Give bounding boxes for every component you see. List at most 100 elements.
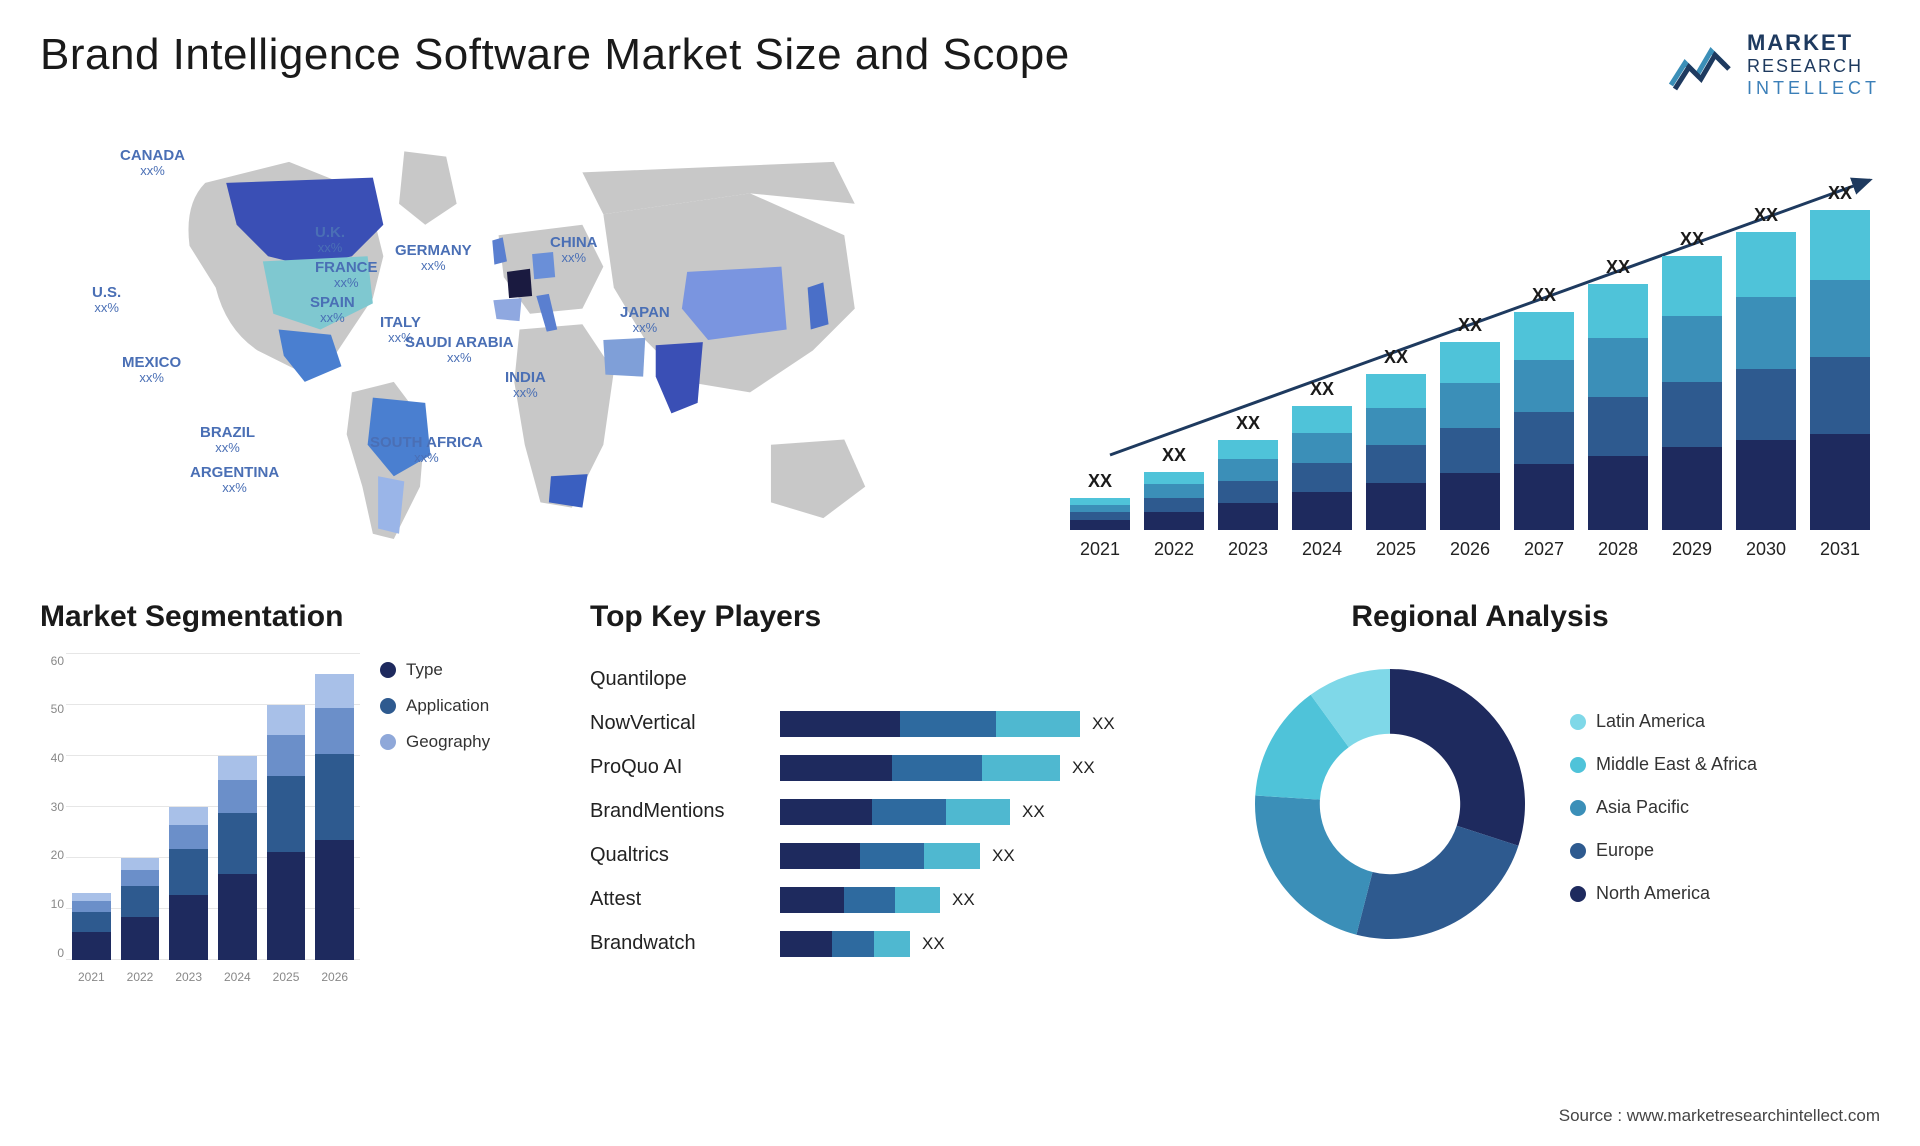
seg-seg: [121, 917, 160, 960]
trend-seg: [1662, 382, 1722, 448]
trend-seg: [1292, 463, 1352, 493]
trend-seg: [1514, 360, 1574, 412]
map-label-saudi-arabia: SAUDI ARABIAxx%: [405, 335, 514, 366]
trend-bar-2024: XX: [1292, 379, 1352, 530]
legend-label: Geography: [406, 732, 490, 752]
seg-y-tick: 10: [40, 897, 64, 911]
map-label-u-s-: U.S.xx%: [92, 285, 121, 316]
trend-seg: [1292, 406, 1352, 433]
trend-seg: [1440, 473, 1500, 529]
key-players-bars: XXXXXXXXXXXX: [780, 654, 1210, 966]
kp-seg: [996, 711, 1080, 737]
world-map: [40, 120, 1020, 560]
seg-seg: [315, 840, 354, 960]
kp-row: XX: [780, 922, 1210, 966]
seg-bar-2022: [121, 858, 160, 960]
segmentation-chart: 6050403020100 202120222023202420252026: [40, 654, 360, 984]
seg-legend-item: Geography: [380, 732, 490, 752]
kp-name: NowVertical: [590, 702, 760, 746]
kp-name: BrandMentions: [590, 790, 760, 834]
seg-seg: [72, 912, 111, 932]
seg-bar-2026: [315, 674, 354, 960]
source-footer: Source : www.marketresearchintellect.com: [1559, 1106, 1880, 1126]
trend-bar-2031: XX: [1810, 183, 1870, 530]
kp-name: Brandwatch: [590, 922, 760, 966]
logo-line3: INTELLECT: [1747, 78, 1880, 100]
kp-seg: [780, 931, 832, 957]
trend-seg: [1218, 440, 1278, 460]
trend-bar-2029: XX: [1662, 229, 1722, 530]
seg-x-label: 2022: [121, 970, 160, 984]
legend-dot: [1570, 886, 1586, 902]
seg-bar-2023: [169, 807, 208, 960]
trend-seg: [1810, 357, 1870, 434]
seg-seg: [169, 825, 208, 849]
logo-line1: MARKET: [1747, 30, 1880, 56]
seg-x-label: 2024: [218, 970, 257, 984]
seg-bar-2024: [218, 756, 257, 960]
trend-seg: [1218, 459, 1278, 481]
map-label-mexico: MEXICOxx%: [122, 355, 181, 386]
trend-seg: [1144, 484, 1204, 498]
kp-seg: [780, 843, 860, 869]
trend-bar-2028: XX: [1588, 257, 1648, 530]
reg-legend-item: Latin America: [1570, 711, 1757, 732]
seg-seg: [267, 776, 306, 853]
seg-seg: [169, 895, 208, 959]
seg-y-tick: 20: [40, 848, 64, 862]
seg-legend-item: Type: [380, 660, 490, 680]
seg-seg: [267, 735, 306, 776]
trend-x-label: 2024: [1292, 539, 1352, 560]
seg-seg: [315, 674, 354, 708]
header: Brand Intelligence Software Market Size …: [40, 30, 1880, 100]
seg-x-label: 2023: [169, 970, 208, 984]
kp-value: XX: [952, 890, 975, 910]
seg-x-label: 2025: [267, 970, 306, 984]
map-label-india: INDIAxx%: [505, 370, 546, 401]
kp-seg: [780, 799, 872, 825]
trend-bar-2025: XX: [1366, 347, 1426, 530]
trend-seg: [1588, 456, 1648, 530]
kp-seg: [892, 755, 982, 781]
trend-value-label: XX: [1458, 315, 1482, 336]
seg-seg: [72, 932, 111, 960]
seg-seg: [121, 870, 160, 886]
legend-label: Latin America: [1596, 711, 1705, 732]
kp-row: XX: [780, 702, 1210, 746]
trend-seg: [1366, 483, 1426, 530]
page-title: Brand Intelligence Software Market Size …: [40, 30, 1070, 80]
seg-seg: [267, 705, 306, 736]
kp-bar: [780, 887, 940, 913]
trend-value-label: XX: [1088, 471, 1112, 492]
kp-row: XX: [780, 790, 1210, 834]
kp-bar: [780, 799, 1010, 825]
trend-seg: [1662, 316, 1722, 382]
donut-slice-asia-pacific: [1255, 795, 1373, 934]
legend-dot: [1570, 800, 1586, 816]
map-label-u-k-: U.K.xx%: [315, 225, 345, 256]
kp-row: [780, 658, 1210, 702]
kp-name: Attest: [590, 878, 760, 922]
reg-legend-item: Middle East & Africa: [1570, 754, 1757, 775]
kp-name: Quantilope: [590, 658, 760, 702]
kp-seg: [860, 843, 924, 869]
reg-legend-item: Europe: [1570, 840, 1757, 861]
regional-title: Regional Analysis: [1240, 600, 1720, 634]
trend-value-label: XX: [1384, 347, 1408, 368]
kp-value: XX: [1022, 802, 1045, 822]
kp-seg: [780, 711, 900, 737]
trend-x-label: 2025: [1366, 539, 1426, 560]
trend-bar-2030: XX: [1736, 205, 1796, 530]
trend-value-label: XX: [1162, 445, 1186, 466]
trend-value-label: XX: [1532, 285, 1556, 306]
kp-seg: [780, 887, 844, 913]
trend-value-label: XX: [1754, 205, 1778, 226]
trend-x-label: 2031: [1810, 539, 1870, 560]
legend-label: Type: [406, 660, 443, 680]
seg-seg: [218, 756, 257, 780]
seg-seg: [218, 874, 257, 960]
legend-dot: [1570, 843, 1586, 859]
trend-value-label: XX: [1236, 413, 1260, 434]
trend-seg: [1662, 256, 1722, 316]
donut-slice-europe: [1356, 825, 1518, 938]
